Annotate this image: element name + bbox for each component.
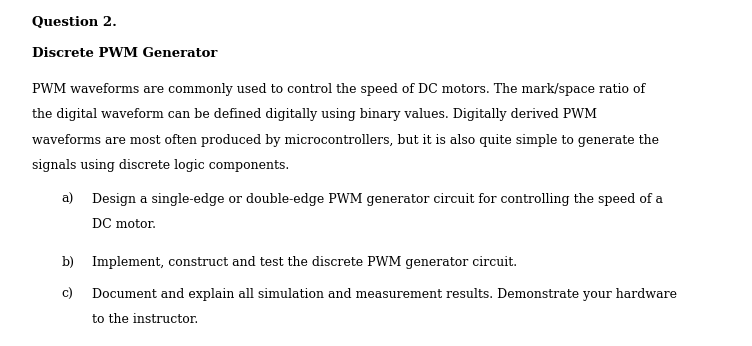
Text: Design a single-edge or double-edge PWM generator circuit for controlling the sp: Design a single-edge or double-edge PWM … (92, 193, 663, 206)
Text: b): b) (62, 256, 74, 270)
Text: Discrete PWM Generator: Discrete PWM Generator (32, 47, 217, 60)
Text: the digital waveform can be defined digitally using binary values. Digitally der: the digital waveform can be defined digi… (32, 108, 596, 121)
Text: signals using discrete logic components.: signals using discrete logic components. (32, 159, 289, 172)
Text: a): a) (62, 193, 74, 206)
Text: DC motor.: DC motor. (92, 218, 156, 231)
Text: to the instructor.: to the instructor. (92, 313, 198, 326)
Text: c): c) (62, 288, 74, 301)
Text: Document and explain all simulation and measurement results. Demonstrate your ha: Document and explain all simulation and … (92, 288, 677, 301)
Text: Implement, construct and test the discrete PWM generator circuit.: Implement, construct and test the discre… (92, 256, 517, 270)
Text: Question 2.: Question 2. (32, 16, 117, 29)
Text: waveforms are most often produced by microcontrollers, but it is also quite simp: waveforms are most often produced by mic… (32, 134, 659, 147)
Text: PWM waveforms are commonly used to control the speed of DC motors. The mark/spac: PWM waveforms are commonly used to contr… (32, 83, 644, 96)
